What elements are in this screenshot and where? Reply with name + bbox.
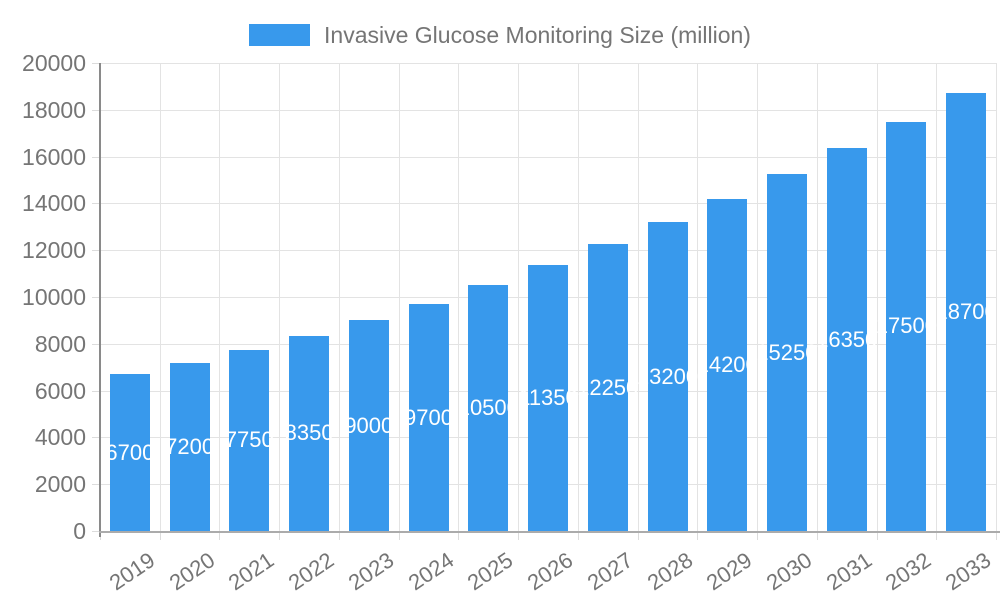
v-gridline xyxy=(578,63,579,531)
y-tick-label: 18000 xyxy=(22,97,86,123)
y-tick-label: 4000 xyxy=(34,424,86,450)
bar-2032[interactable] xyxy=(886,121,927,531)
v-gridline xyxy=(339,63,340,531)
x-tick-mark xyxy=(339,531,340,540)
legend-item[interactable]: Invasive Glucose Monitoring Size (millio… xyxy=(249,22,751,49)
y-tick-mark xyxy=(92,250,100,251)
bar-2022[interactable] xyxy=(289,335,330,531)
x-tick-label: 2024 xyxy=(403,547,458,596)
y-tick-mark xyxy=(92,391,100,392)
y-tick-label: 20000 xyxy=(22,50,86,76)
y-tick-mark xyxy=(92,203,100,204)
v-gridline xyxy=(279,63,280,531)
y-tick-mark xyxy=(92,63,100,64)
y-tick-mark xyxy=(92,297,100,298)
x-tick-label: 2026 xyxy=(522,547,578,596)
v-gridline xyxy=(219,63,220,531)
x-tick-label: 2032 xyxy=(881,547,936,596)
v-gridline xyxy=(936,63,937,531)
bar-2019[interactable] xyxy=(109,374,150,531)
x-tick-label: 2031 xyxy=(821,547,877,596)
x-tick-mark xyxy=(399,531,400,540)
bar-2027[interactable] xyxy=(587,244,628,531)
v-gridline xyxy=(817,63,818,531)
y-tick-label: 6000 xyxy=(34,378,86,404)
x-tick-mark xyxy=(219,531,220,540)
y-tick-mark xyxy=(92,437,100,438)
bar-2020[interactable] xyxy=(169,362,210,531)
x-tick-label: 2025 xyxy=(463,547,518,596)
bar-2026[interactable] xyxy=(528,265,568,531)
h-gridline xyxy=(100,63,996,64)
h-gridline xyxy=(100,250,996,251)
legend: Invasive Glucose Monitoring Size (millio… xyxy=(0,21,1000,49)
y-tick-label: 8000 xyxy=(34,331,86,357)
x-tick-mark xyxy=(458,531,459,540)
v-gridline xyxy=(518,63,519,531)
v-gridline xyxy=(757,63,758,531)
x-tick-mark xyxy=(578,531,579,540)
bar-2031[interactable] xyxy=(826,148,867,531)
y-tick-label: 2000 xyxy=(34,471,86,497)
bar-2029[interactable] xyxy=(707,198,748,531)
x-tick-label: 2020 xyxy=(164,547,220,596)
y-tick-mark xyxy=(92,110,100,111)
x-tick-mark xyxy=(817,531,818,540)
y-axis-line xyxy=(99,63,101,537)
y-tick-label: 14000 xyxy=(22,190,86,216)
h-gridline xyxy=(100,110,996,111)
legend-swatch xyxy=(249,24,311,46)
x-tick-mark xyxy=(877,531,878,540)
h-gridline xyxy=(100,157,996,158)
bar-2030[interactable] xyxy=(766,174,807,531)
bar-2025[interactable] xyxy=(468,285,509,531)
bar-2024[interactable] xyxy=(408,304,449,531)
y-tick-mark xyxy=(92,344,100,345)
x-tick-mark xyxy=(697,531,698,540)
x-tick-mark xyxy=(936,531,937,540)
y-tick-label: 0 xyxy=(73,518,86,544)
x-tick-label: 2021 xyxy=(224,547,279,596)
bar-2021[interactable] xyxy=(229,349,270,531)
v-gridline xyxy=(877,63,878,531)
v-gridline xyxy=(458,63,459,531)
x-tick-label: 2023 xyxy=(343,547,399,596)
x-tick-label: 2028 xyxy=(642,547,697,596)
x-axis-line xyxy=(99,531,1000,533)
x-tick-mark xyxy=(518,531,519,540)
y-tick-mark xyxy=(92,484,100,485)
legend-label: Invasive Glucose Monitoring Size (millio… xyxy=(324,21,751,48)
x-tick-label: 2027 xyxy=(582,547,638,596)
x-tick-mark xyxy=(160,531,161,540)
bar-2033[interactable] xyxy=(946,93,987,531)
x-tick-label: 2030 xyxy=(761,547,817,596)
h-gridline xyxy=(100,203,996,204)
y-tick-label: 12000 xyxy=(22,237,86,263)
x-tick-mark xyxy=(279,531,280,540)
v-gridline xyxy=(399,63,400,531)
x-tick-label: 2033 xyxy=(940,547,996,596)
x-tick-mark xyxy=(757,531,758,540)
bar-2023[interactable] xyxy=(348,320,389,531)
bar-2028[interactable] xyxy=(647,222,688,531)
x-tick-label: 2029 xyxy=(702,547,757,596)
x-tick-label: 2022 xyxy=(283,547,339,596)
x-tick-label: 2019 xyxy=(104,547,160,596)
v-gridline xyxy=(638,63,639,531)
x-tick-mark xyxy=(638,531,639,540)
y-tick-mark xyxy=(92,157,100,158)
y-tick-mark xyxy=(92,531,100,532)
y-tick-label: 16000 xyxy=(22,144,86,170)
v-gridline xyxy=(697,63,698,531)
v-gridline xyxy=(996,63,997,531)
v-gridline xyxy=(160,63,161,531)
x-tick-mark xyxy=(996,531,997,540)
y-tick-label: 10000 xyxy=(22,284,86,310)
